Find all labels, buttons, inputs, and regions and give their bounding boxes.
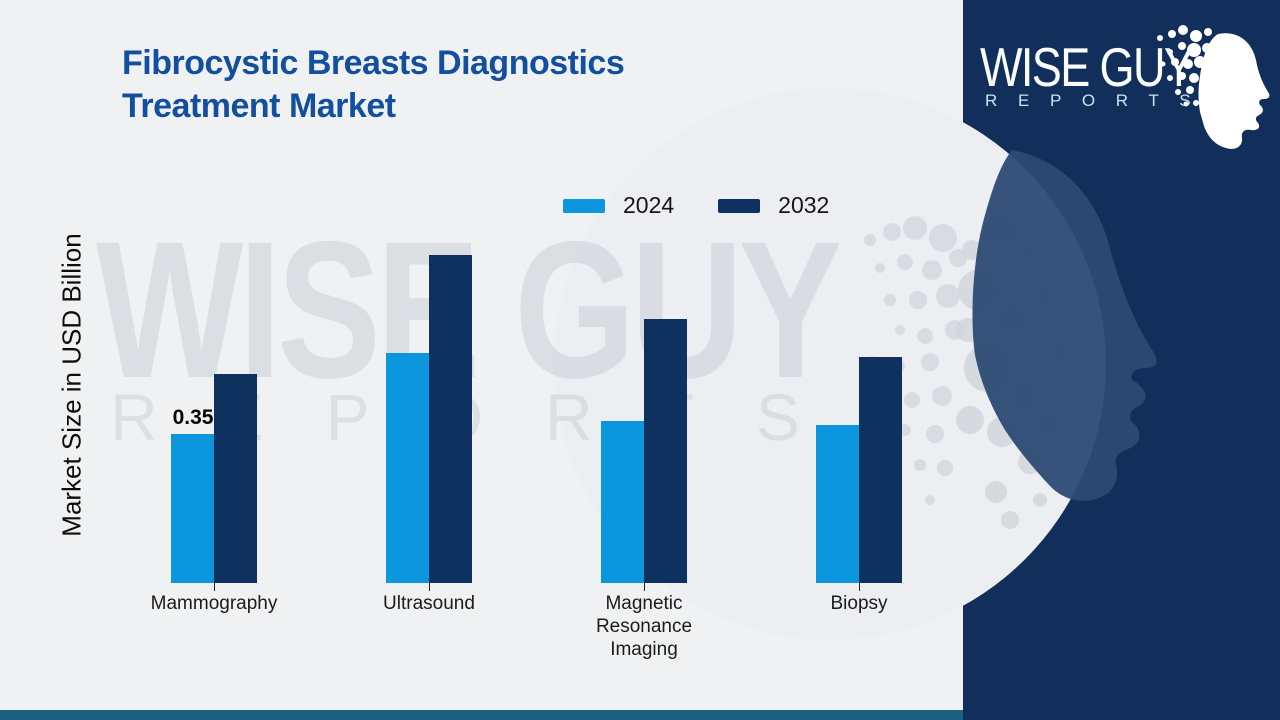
bar-2024-ultrasound [386, 353, 429, 583]
brand-circle [554, 88, 1106, 640]
category-label-ultrasound: Ultrasound [383, 593, 475, 614]
logo-wiseguy-text: WISE GUY [980, 36, 1194, 98]
legend-swatch-2024 [563, 198, 605, 213]
logo-reports-text: R E P O R T S [985, 91, 1199, 110]
y-axis-label: Market Size in USD Billion [56, 233, 87, 537]
bar-2024-magnetic-resonance-imaging [601, 421, 644, 583]
legend-label-2032: 2032 [778, 192, 830, 218]
bar-2032-mammography [214, 374, 257, 583]
bar-2032-biopsy [859, 357, 902, 583]
legend-item-2024: 2024 [563, 192, 674, 219]
x-axis-tick-magnetic-resonance-imaging [644, 583, 645, 591]
brain-dots-left [864, 216, 967, 505]
category-label-biopsy: Biopsy [830, 593, 888, 614]
value-label-mammography-2024: 0.35 [172, 406, 214, 429]
legend-item-2032: 2032 [718, 192, 829, 219]
legend-label-2024: 2024 [623, 192, 675, 218]
bar-2032-ultrasound [429, 255, 472, 583]
x-axis-tick-ultrasound [429, 583, 430, 591]
legend-swatch-2032 [718, 198, 761, 213]
legend: 2024 2032 [563, 192, 829, 219]
category-label-magnetic-resonance-imaging: Magnetic Resonance Imaging [595, 593, 693, 660]
face-silhouette [972, 150, 1157, 501]
bar-2024-mammography [171, 434, 214, 583]
page-title-line2: Treatment Market [122, 87, 396, 125]
category-label-mammography: Mammography [150, 593, 278, 614]
logo: WISE GUY R E P O R T S [980, 25, 1270, 149]
logo-face-icon [1157, 25, 1270, 149]
bar-2024-biopsy [816, 425, 859, 583]
logo-dots [1157, 25, 1212, 107]
bottom-accent-bar [0, 710, 963, 720]
bar-2032-magnetic-resonance-imaging [644, 319, 687, 583]
x-axis-tick-biopsy [859, 583, 860, 591]
page-title: Fibrocystic Breasts Diagnostics Treatmen… [122, 42, 625, 128]
page-title-line1: Fibrocystic Breasts Diagnostics [122, 44, 625, 82]
x-axis-tick-mammography [214, 583, 215, 591]
